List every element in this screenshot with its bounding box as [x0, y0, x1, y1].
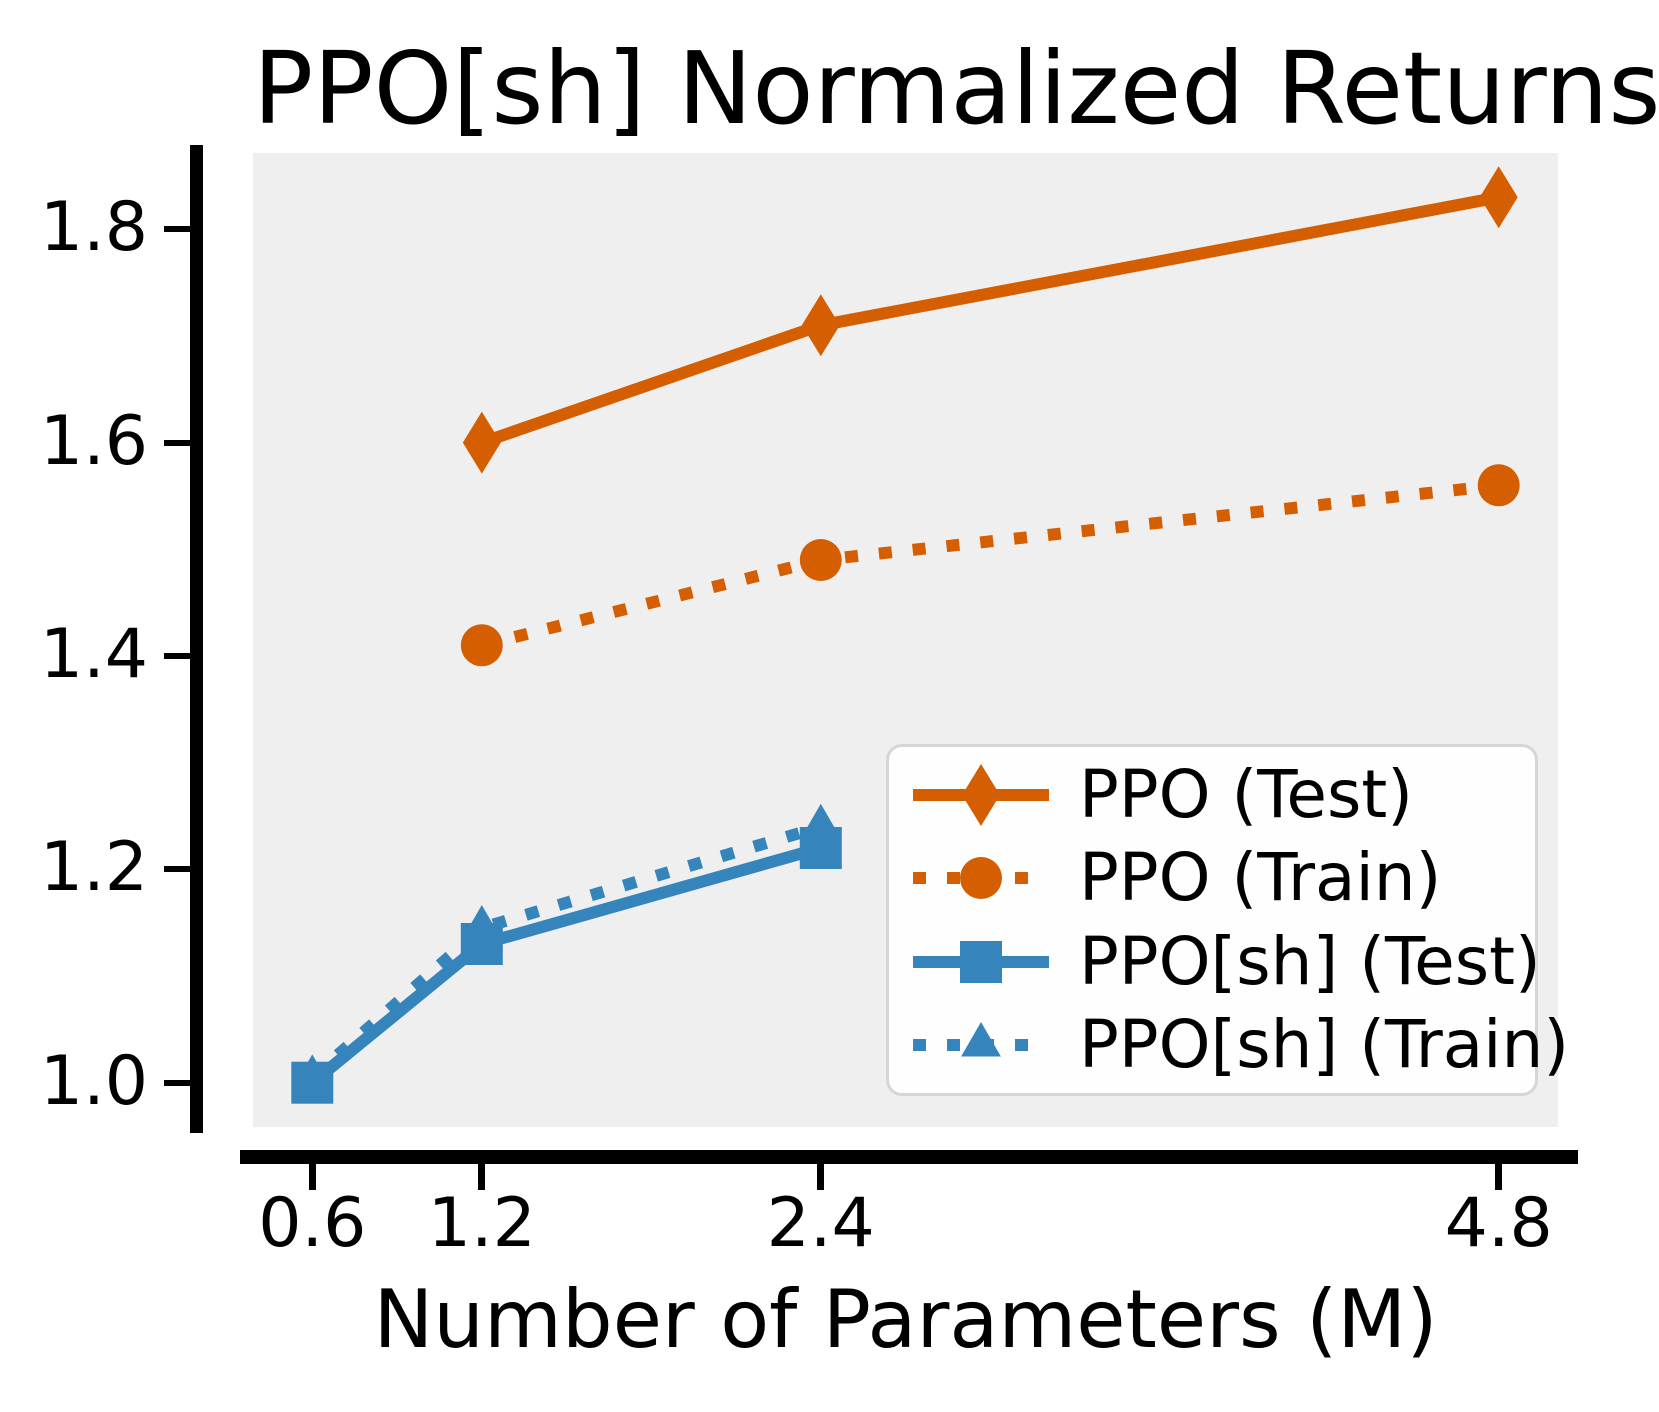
marker-square-ppo-sh-test	[460, 923, 503, 965]
series-line-ppo-sh-train	[308, 820, 823, 1082]
y-tick-label-1.0: 1.0	[39, 1041, 148, 1121]
marker-square-ppo-sh-test	[291, 1061, 334, 1104]
marker-triangle-ppo-sh-train	[961, 1021, 1001, 1057]
y-tick-1.8	[164, 226, 191, 233]
y-tick-1.2	[164, 866, 191, 873]
marker-circle-ppo-train	[1477, 464, 1520, 507]
legend-item-label-ppo-sh-test: PPO[sh] (Test)	[1079, 922, 1541, 1000]
x-tick-0.6	[308, 1164, 316, 1190]
legend-item-label-ppo-train: PPO (Train)	[1079, 839, 1442, 917]
marker-circle-ppo-train	[960, 857, 1002, 900]
marker-thin-diamond-ppo-test	[962, 764, 1000, 827]
legend: PPO (Test) PPO (Train) PPO[sh] (Test) PPO[s…	[886, 744, 1569, 1096]
legend-sample-ppo-sh-train	[913, 1021, 1049, 1057]
marker-thin-diamond-ppo-test	[801, 294, 840, 357]
marker-thin-diamond-ppo-test	[462, 411, 501, 474]
legend-sample-ppo-train	[913, 857, 1049, 900]
plot-canvas	[291, 166, 1520, 1104]
legend-item-label-ppo-sh-train: PPO[sh] (Train)	[1079, 1005, 1570, 1083]
y-tick-1.0	[164, 1079, 191, 1086]
y-tick-label-1.8: 1.8	[39, 188, 148, 268]
x-tick-2.4	[817, 1164, 825, 1190]
legend-item-ppo-train: PPO (Train)	[905, 839, 1535, 917]
marker-square-ppo-sh-test	[799, 827, 842, 869]
chart-title: PPO[sh] Normalized Returns	[253, 30, 1659, 147]
series-line-ppo-sh-test	[308, 842, 823, 1088]
legend-sample-ppo-sh-test	[913, 940, 1049, 983]
y-tick-label-1.6: 1.6	[39, 401, 148, 481]
y-tick-label-1.2: 1.2	[39, 828, 148, 908]
series-line-ppo-test	[479, 191, 1500, 449]
legend-item-label-ppo-test: PPO (Test)	[1079, 756, 1413, 834]
x-tick-1.2	[478, 1164, 486, 1190]
y-tick-1.6	[164, 439, 191, 446]
y-tick-1.4	[164, 653, 191, 659]
legend-item-ppo-test: PPO (Test)	[905, 756, 1535, 834]
x-tick-4.8	[1495, 1164, 1503, 1190]
x-tick-label-2.4: 2.4	[766, 1184, 875, 1263]
marker-square-ppo-sh-test	[960, 940, 1002, 983]
marker-thin-diamond-ppo-test	[1479, 166, 1518, 229]
marker-circle-ppo-train	[799, 539, 842, 581]
series-line-ppo-train	[480, 479, 1500, 652]
x-tick-label-4.8: 4.8	[1444, 1184, 1553, 1263]
y-axis-spine	[190, 145, 203, 1133]
legend-item-ppo-sh-test: PPO[sh] (Test)	[905, 923, 1541, 1001]
y-tick-label-1.4: 1.4	[39, 615, 148, 694]
marker-circle-ppo-train	[460, 624, 503, 667]
legend-sample-ppo-test	[913, 764, 1049, 827]
legend-item-ppo-sh-train: PPO[sh] (Train)	[905, 1006, 1569, 1084]
x-axis-spine	[240, 1150, 1578, 1164]
x-tick-label-0.6: 0.6	[258, 1184, 367, 1263]
x-tick-label-1.2: 1.2	[427, 1184, 536, 1263]
x-axis-label: Number of Parameters (M)	[373, 1273, 1438, 1366]
